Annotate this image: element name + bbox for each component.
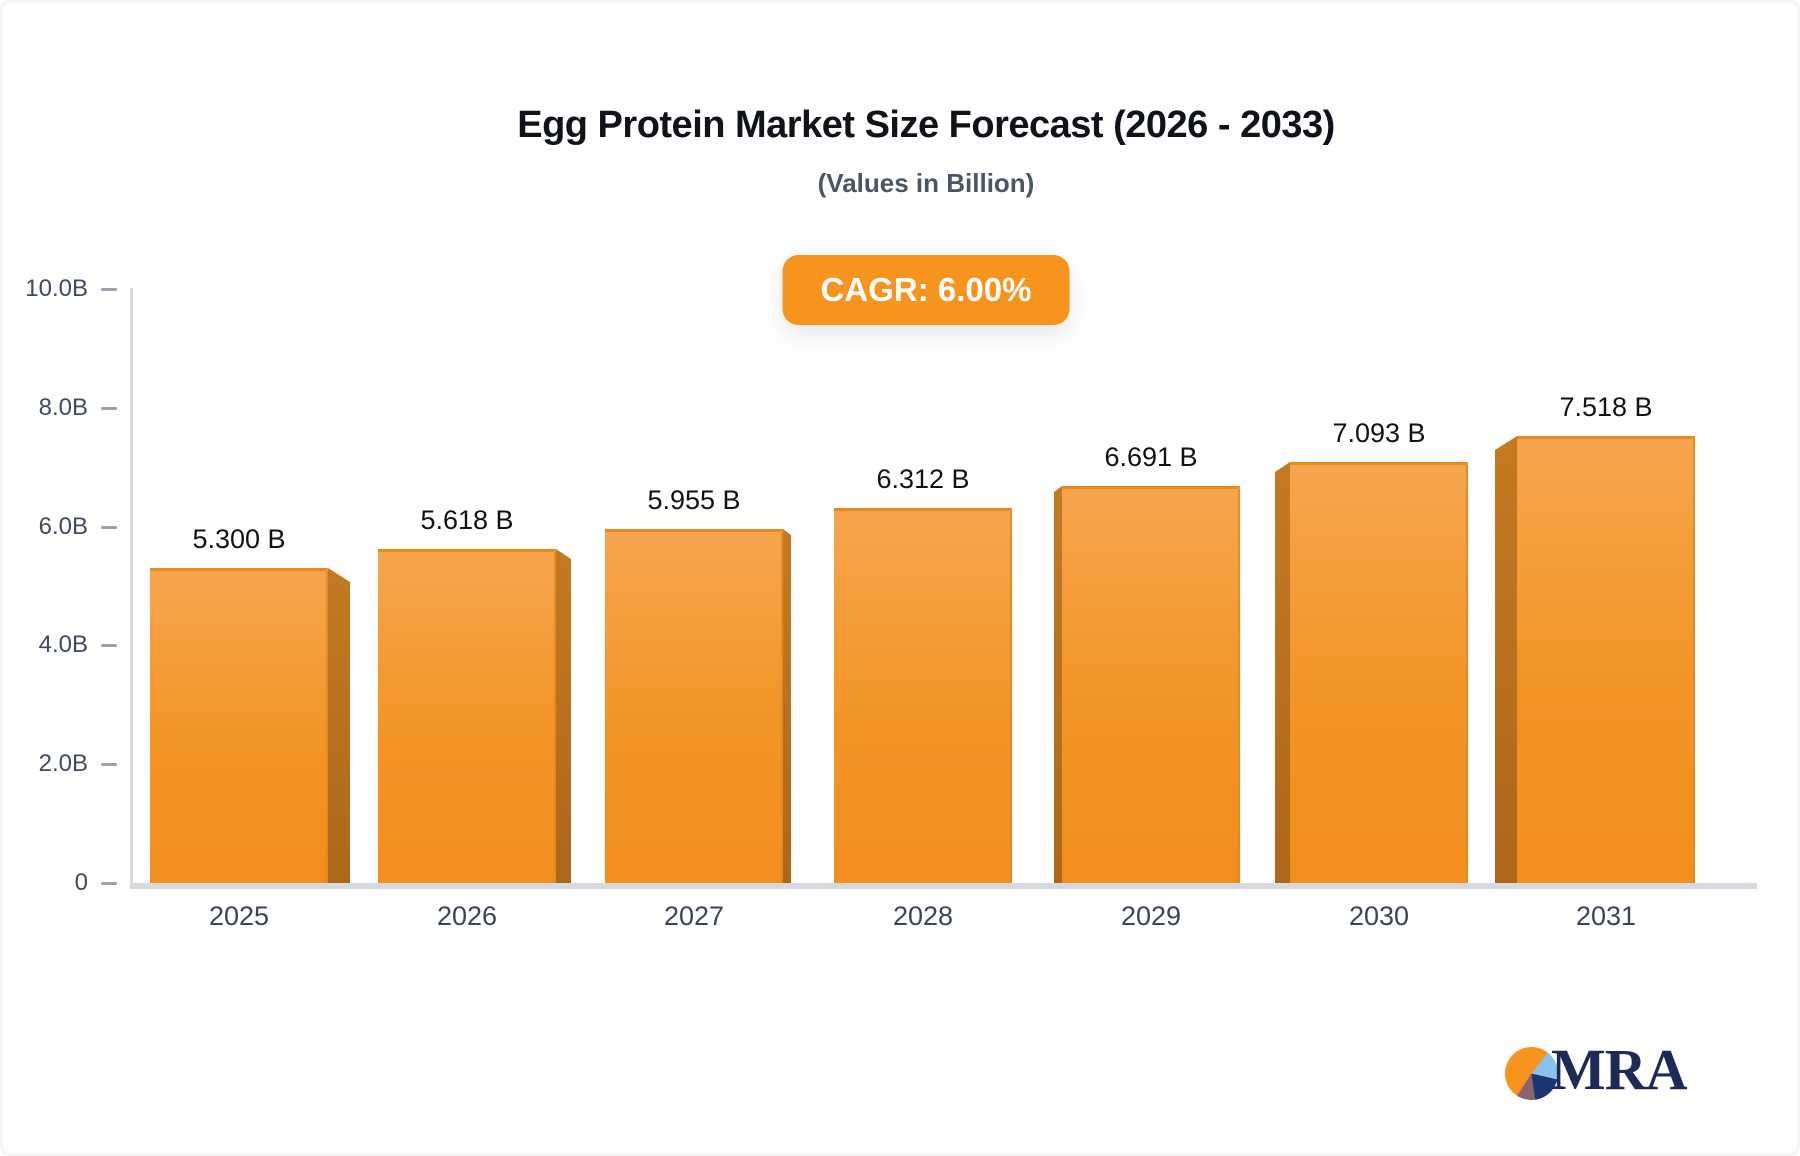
bar-2027: [605, 529, 783, 883]
y-axis-tick-label: 10.0B: [25, 275, 88, 302]
y-axis-tick-mark: [101, 406, 117, 410]
bar-value-label: 5.618 B: [420, 505, 514, 535]
bar-value-label: 7.518 B: [1559, 392, 1653, 422]
x-axis-tick-label: 2027: [663, 901, 725, 931]
x-axis-line: [130, 883, 1757, 889]
bar-2026: [378, 549, 556, 883]
pie-chart-logo-icon: [1505, 1047, 1558, 1100]
bar-side-panel: [328, 568, 350, 883]
y-axis-tick-label: 2.0B: [38, 750, 88, 778]
bar-value-label: 6.691 B: [1104, 442, 1198, 472]
y-axis-tick-mark: [101, 882, 117, 885]
bar-2029: [1062, 486, 1240, 883]
y-axis-tick-label: 0: [74, 869, 88, 896]
logo-text: MRA: [1551, 1037, 1688, 1102]
mra-logo: MRA: [1505, 1036, 1765, 1106]
y-axis-line: [130, 288, 133, 886]
bar-2031: [1517, 436, 1695, 883]
bar-2030: [1290, 462, 1468, 883]
y-axis-tick-label: 6.0B: [38, 512, 88, 540]
y-axis-tick-mark: [101, 525, 117, 529]
bar-side-panel: [1054, 486, 1062, 883]
y-axis-tick-label: 4.0B: [38, 631, 88, 659]
x-axis-tick-label: 2031: [1575, 901, 1637, 931]
bar-side-panel: [1275, 462, 1290, 883]
bar-2025: [150, 568, 328, 883]
y-axis-tick-mark: [101, 288, 117, 291]
bar-side-panel: [783, 529, 791, 883]
x-axis-tick-label: 2026: [436, 901, 498, 931]
bar-2028: [834, 508, 1012, 883]
x-axis-tick-label: 2029: [1120, 901, 1182, 931]
bar-value-label: 5.300 B: [192, 524, 286, 554]
bar-side-panel: [556, 549, 571, 883]
x-axis-tick-label: 2030: [1348, 901, 1410, 931]
chart-subtitle: (Values in Billion): [817, 168, 1035, 198]
bar-value-label: 5.955 B: [647, 485, 741, 515]
bar-side-panel: [1495, 436, 1517, 883]
x-axis-tick-label: 2028: [892, 901, 954, 931]
y-axis-tick-mark: [101, 644, 117, 648]
y-axis-tick-mark: [101, 763, 117, 767]
chart-title: Egg Protein Market Size Forecast (2026 -…: [517, 104, 1335, 146]
x-axis-tick-label: 2025: [208, 901, 270, 931]
bar-value-label: 6.312 B: [876, 464, 970, 494]
bar-value-label: 7.093 B: [1332, 418, 1426, 448]
cagr-badge: CAGR: 6.00%: [782, 255, 1070, 325]
y-axis-tick-label: 8.0B: [38, 393, 88, 421]
